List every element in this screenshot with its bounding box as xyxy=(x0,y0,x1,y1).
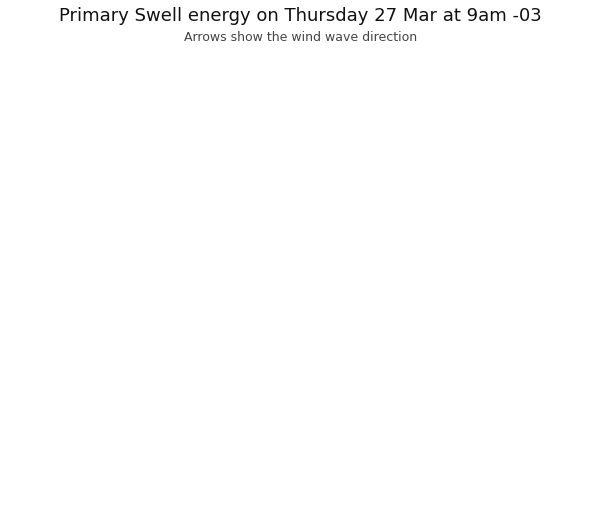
Text: Arrows show the wind wave direction: Arrows show the wind wave direction xyxy=(184,31,417,44)
Text: Primary Swell energy on Thursday 27 Mar at 9am -03: Primary Swell energy on Thursday 27 Mar … xyxy=(59,7,542,25)
